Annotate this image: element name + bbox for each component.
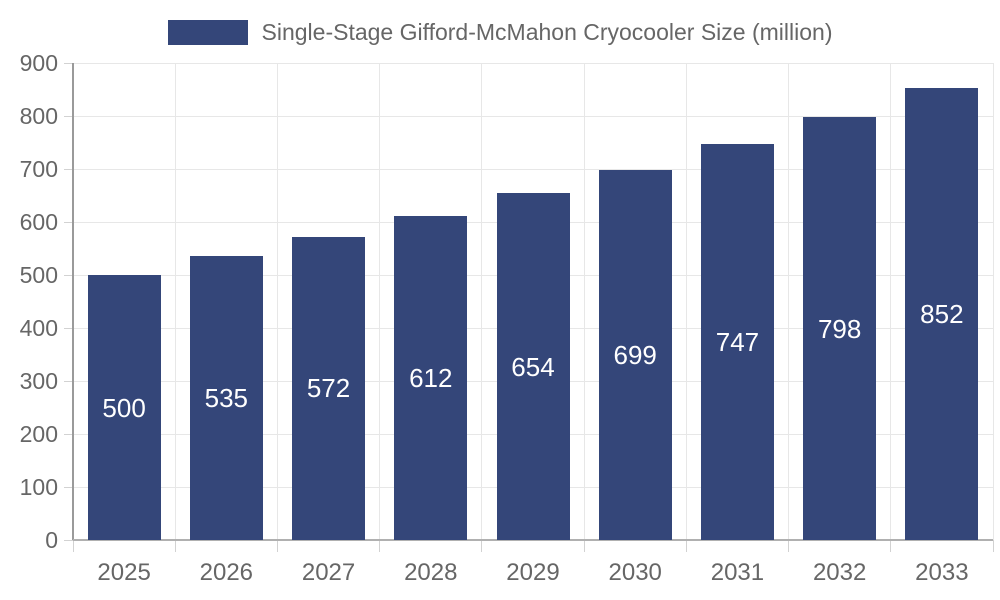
x-axis-tick-label: 2028 [404, 559, 458, 586]
bar-value-label: 535 [204, 383, 249, 414]
bar-value-label: 572 [306, 373, 351, 404]
legend-swatch [167, 19, 248, 45]
x-axis-tick-label: 2027 [301, 559, 356, 586]
x-axis-tick [788, 540, 790, 552]
bar-2025: 500 [87, 275, 161, 540]
y-axis-tick [64, 539, 73, 541]
y-axis-tick [64, 221, 73, 223]
v-gridline [481, 63, 483, 540]
x-axis-tick-label: 2033 [915, 559, 969, 586]
y-axis-tick-label: 100 [19, 474, 58, 500]
bar-2027: 572 [292, 236, 366, 540]
v-gridline [379, 63, 381, 540]
x-axis-line [73, 539, 993, 541]
v-gridline [276, 63, 278, 540]
y-axis-tick [64, 433, 73, 435]
y-axis-tick-label: 600 [19, 209, 58, 235]
y-axis-tick-label: 200 [19, 421, 58, 447]
y-axis-tick [64, 168, 73, 170]
h-gridline [73, 168, 993, 170]
bar-2030: 699 [598, 169, 672, 540]
v-gridline [890, 63, 892, 540]
y-axis-tick-label: 300 [19, 368, 58, 394]
y-axis-tick-label: 500 [19, 262, 58, 288]
v-gridline [788, 63, 790, 540]
x-axis-tick [174, 540, 176, 552]
y-axis-tick-label: 800 [19, 103, 58, 129]
x-axis-tick-label: 2026 [199, 559, 254, 586]
bar-value-label: 699 [613, 339, 657, 370]
bar-value-label: 500 [102, 392, 146, 423]
v-gridline [583, 63, 585, 540]
y-axis-tick [64, 486, 73, 488]
v-gridline [685, 63, 687, 540]
x-axis-tick-label: 2029 [506, 559, 560, 586]
x-axis-tick [276, 540, 278, 552]
y-axis-tick [64, 62, 73, 64]
x-axis-tick [379, 540, 381, 552]
y-axis-tick-label: 900 [19, 50, 58, 76]
y-axis-tick-label: 400 [19, 315, 58, 341]
bar-value-label: 612 [409, 362, 453, 393]
legend[interactable]: Single-Stage Gifford-McMahon Cryocooler … [0, 14, 1000, 50]
x-axis-tick-label: 2032 [812, 559, 867, 586]
bar-2026: 535 [189, 256, 263, 540]
x-axis-tick-label: 2031 [710, 559, 765, 586]
y-axis-tick [64, 380, 73, 382]
bar-value-label: 798 [817, 313, 862, 344]
x-axis-tick [992, 540, 994, 552]
bar-2031: 747 [700, 144, 774, 540]
bar-value-label: 852 [920, 299, 964, 330]
y-axis-line [72, 63, 74, 540]
x-axis-tick [890, 540, 892, 552]
bar-2033: 852 [905, 88, 979, 540]
y-axis-tick-label: 0 [45, 527, 58, 553]
y-axis-tick [64, 274, 73, 276]
h-gridline [73, 115, 993, 117]
h-gridline [73, 62, 993, 64]
x-axis-tick-label: 2030 [608, 559, 662, 586]
x-axis-tick [481, 540, 483, 552]
bar-value-label: 654 [511, 351, 555, 382]
bar-2029: 654 [496, 193, 570, 540]
v-gridline [992, 63, 994, 540]
x-axis-tick-label: 2025 [97, 559, 151, 586]
x-axis-tick [685, 540, 687, 552]
y-axis-tick-label: 700 [19, 156, 58, 182]
x-axis-tick [583, 540, 585, 552]
bar-2032: 798 [803, 117, 877, 540]
legend-label: Single-Stage Gifford-McMahon Cryocooler … [261, 18, 833, 45]
bar-value-label: 747 [715, 327, 760, 358]
y-axis-tick [64, 327, 73, 329]
v-gridline [174, 63, 176, 540]
bar-2028: 612 [394, 215, 468, 540]
y-axis-tick [64, 115, 73, 117]
x-axis-tick [72, 540, 74, 552]
